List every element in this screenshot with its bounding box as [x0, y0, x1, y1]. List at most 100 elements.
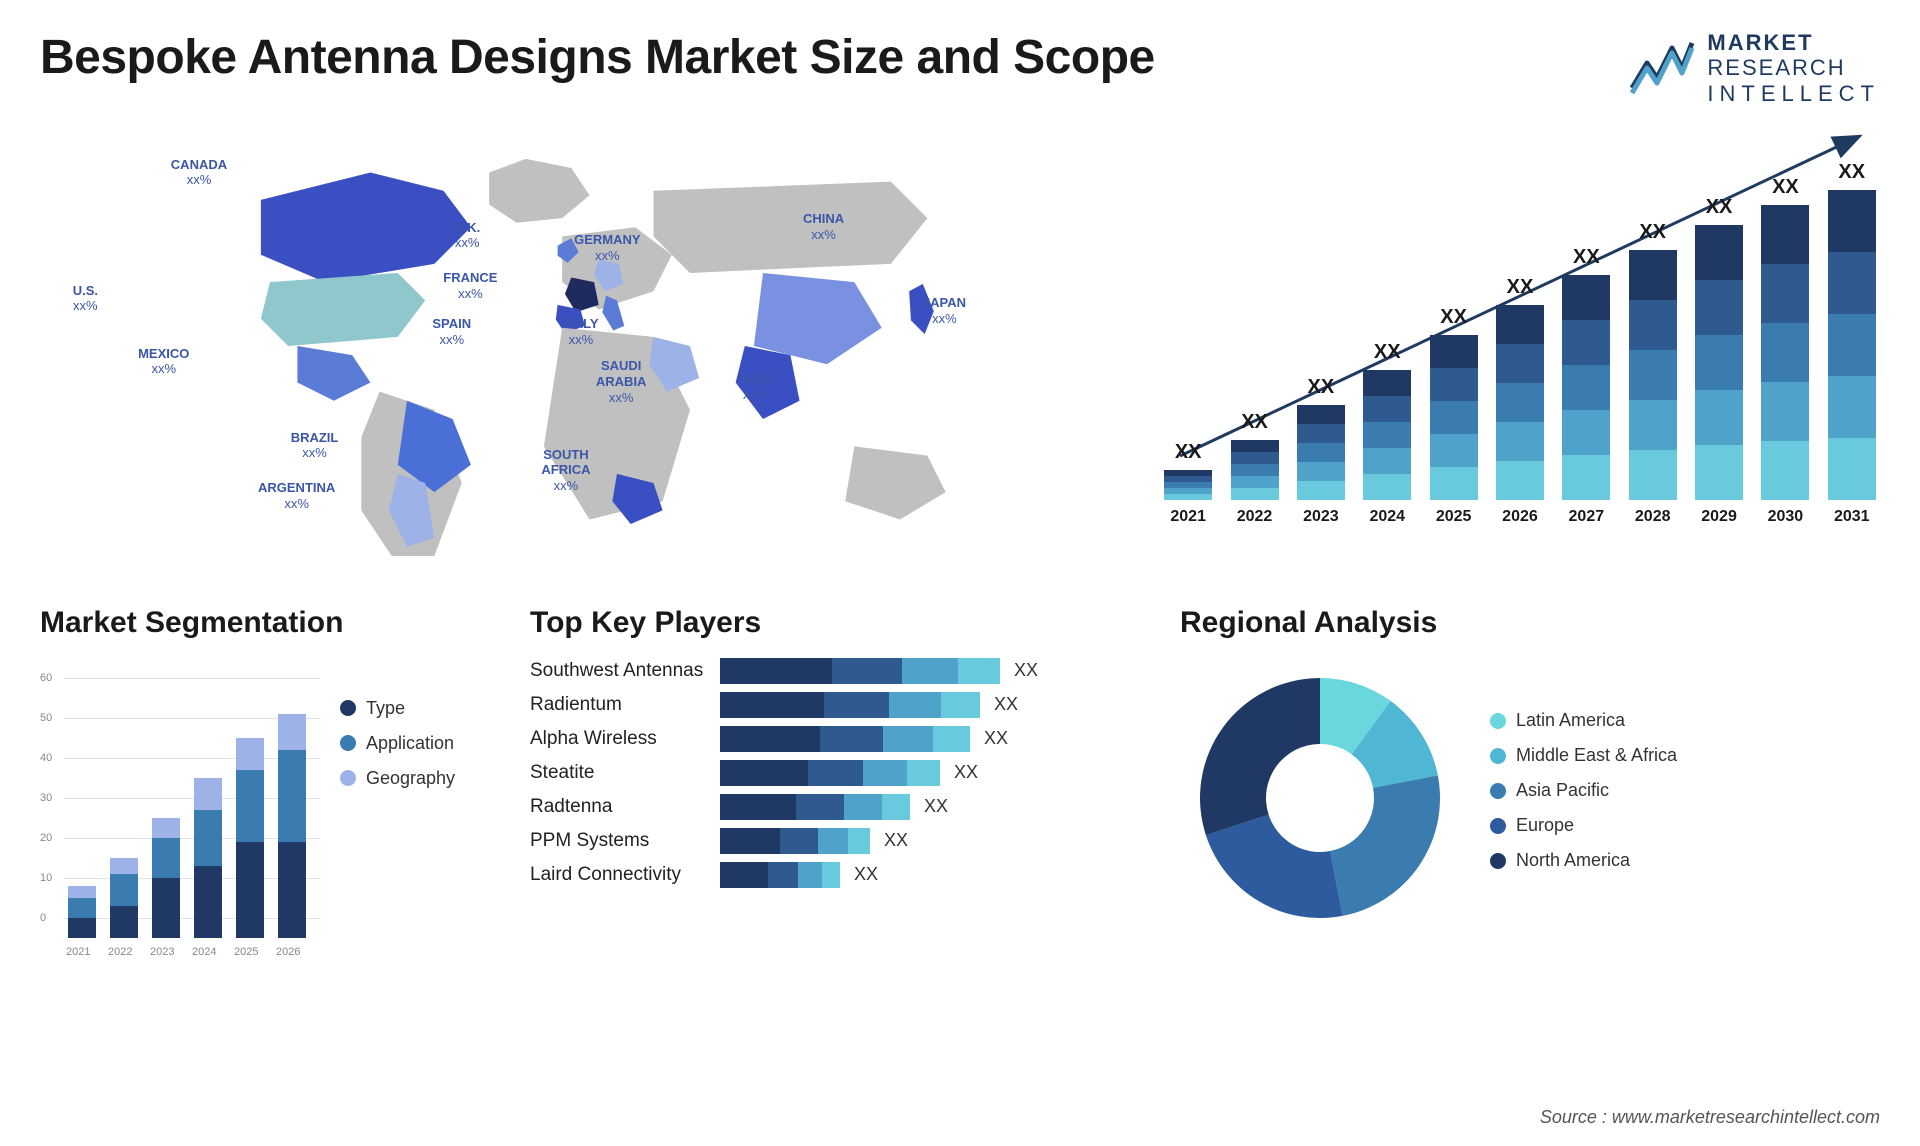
- growth-bar-segment: [1695, 335, 1743, 390]
- map-label-italy: ITALYxx%: [563, 316, 598, 347]
- regional-legend-item: Europe: [1490, 815, 1677, 836]
- segmentation-bar-segment: [68, 886, 96, 898]
- player-bar: [720, 794, 910, 820]
- segmentation-bar-segment: [152, 838, 180, 878]
- legend-label: Middle East & Africa: [1516, 745, 1677, 766]
- growth-bar-segment: [1629, 400, 1677, 450]
- growth-bar-segment: [1828, 190, 1876, 252]
- growth-bar: [1695, 225, 1743, 500]
- brand-line3: INTELLECT: [1707, 81, 1880, 106]
- player-row: Laird Connectivity XX: [530, 862, 1150, 888]
- regional-title: Regional Analysis: [1180, 606, 1880, 640]
- player-value-label: XX: [854, 864, 878, 885]
- growth-bar-segment: [1430, 467, 1478, 500]
- players-panel: Top Key Players Southwest AntennasXXRadi…: [530, 606, 1150, 986]
- growth-bar: [1231, 440, 1279, 500]
- segmentation-bar-segment: [152, 878, 180, 938]
- legend-dot-icon: [1490, 818, 1506, 834]
- segmentation-ytick: 0: [40, 912, 46, 924]
- growth-year-label: 2024: [1369, 508, 1405, 526]
- growth-value-label: XX: [1175, 441, 1202, 464]
- map-region-greenland: [489, 159, 589, 223]
- growth-col-2022: XX2022: [1226, 411, 1282, 526]
- player-bar: [720, 692, 980, 718]
- growth-bar-segment: [1297, 424, 1345, 443]
- donut-slice-north-america: [1200, 678, 1320, 835]
- growth-value-label: XX: [1706, 196, 1733, 219]
- legend-dot-icon: [1490, 713, 1506, 729]
- regional-legend: Latin AmericaMiddle East & AfricaAsia Pa…: [1490, 710, 1677, 885]
- growth-bar-segment: [1562, 320, 1610, 365]
- growth-bar-segment: [1695, 280, 1743, 335]
- growth-bar-segment: [1695, 225, 1743, 280]
- map-label-brazil: BRAZILxx%: [291, 430, 339, 461]
- map-region-usa: [261, 273, 425, 346]
- segmentation-bar-segment: [236, 770, 264, 842]
- map-region-australia: [845, 446, 945, 519]
- growth-bar-segment: [1496, 422, 1544, 461]
- map-region-mexico: [297, 346, 370, 401]
- segmentation-chart: 0102030405060202120222023202420252026: [40, 658, 320, 958]
- player-bar-segment: [883, 726, 933, 752]
- growth-bar-segment: [1231, 464, 1279, 476]
- growth-bar-segment: [1761, 264, 1809, 323]
- player-row: RadtennaXX: [530, 794, 1150, 820]
- map-label-japan: JAPANxx%: [923, 295, 966, 326]
- growth-bar-segment: [1562, 275, 1610, 320]
- growth-bar-segment: [1231, 452, 1279, 464]
- brand-line1: MARKET: [1707, 30, 1880, 55]
- growth-bar: [1496, 305, 1544, 500]
- growth-col-2026: XX2026: [1492, 276, 1548, 526]
- growth-bar: [1164, 470, 1212, 500]
- donut-slice-asia-pacific: [1330, 775, 1440, 915]
- growth-bar-segment: [1297, 481, 1345, 500]
- legend-label: Geography: [366, 768, 455, 789]
- growth-bar-segment: [1695, 390, 1743, 445]
- map-label-mexico: MEXICOxx%: [138, 346, 189, 377]
- player-value-label: XX: [1014, 660, 1038, 681]
- growth-value-label: XX: [1639, 221, 1666, 244]
- growth-chart-panel: XX2021XX2022XX2023XX2024XX2025XX2026XX20…: [1160, 136, 1880, 556]
- player-bar-segment: [863, 760, 907, 786]
- growth-bar: [1562, 275, 1610, 500]
- map-label-u-s-: U.S.xx%: [73, 283, 98, 314]
- players-title: Top Key Players: [530, 606, 1150, 640]
- segmentation-ytick: 10: [40, 872, 52, 884]
- player-name: PPM Systems: [530, 830, 720, 852]
- segmentation-xtick: 2022: [108, 946, 132, 958]
- growth-bar-segment: [1828, 314, 1876, 376]
- player-bar-segment: [780, 828, 818, 854]
- player-row: RadientumXX: [530, 692, 1150, 718]
- growth-year-label: 2026: [1502, 508, 1538, 526]
- growth-value-label: XX: [1573, 246, 1600, 269]
- growth-bar-segment: [1761, 323, 1809, 382]
- growth-year-label: 2028: [1635, 508, 1671, 526]
- segmentation-bar-segment: [278, 842, 306, 938]
- segmentation-xtick: 2021: [66, 946, 90, 958]
- player-bar-segment: [882, 794, 911, 820]
- player-bar: [720, 760, 940, 786]
- map-label-argentina: ARGENTINAxx%: [258, 480, 335, 511]
- regional-legend-item: Latin America: [1490, 710, 1677, 731]
- map-label-germany: GERMANYxx%: [574, 232, 640, 263]
- growth-bar-segment: [1828, 252, 1876, 314]
- growth-year-label: 2021: [1170, 508, 1206, 526]
- map-label-india: INDIAxx%: [738, 371, 773, 402]
- player-name: Laird Connectivity: [530, 864, 720, 886]
- segmentation-xtick: 2025: [234, 946, 258, 958]
- player-bar-segment: [832, 658, 902, 684]
- segmentation-bar-segment: [236, 738, 264, 770]
- segmentation-title: Market Segmentation: [40, 606, 500, 640]
- legend-dot-icon: [1490, 748, 1506, 764]
- map-label-u-k-: U.K.xx%: [454, 220, 480, 251]
- growth-value-label: XX: [1308, 376, 1335, 399]
- growth-bar-segment: [1828, 376, 1876, 438]
- growth-bar-segment: [1297, 443, 1345, 462]
- segmentation-xtick: 2026: [276, 946, 300, 958]
- player-row: Alpha WirelessXX: [530, 726, 1150, 752]
- map-label-canada: CANADAxx%: [171, 157, 227, 188]
- growth-bar: [1363, 370, 1411, 500]
- player-bar-segment: [768, 862, 798, 888]
- growth-bar-segment: [1430, 434, 1478, 467]
- player-bar-segment: [941, 692, 980, 718]
